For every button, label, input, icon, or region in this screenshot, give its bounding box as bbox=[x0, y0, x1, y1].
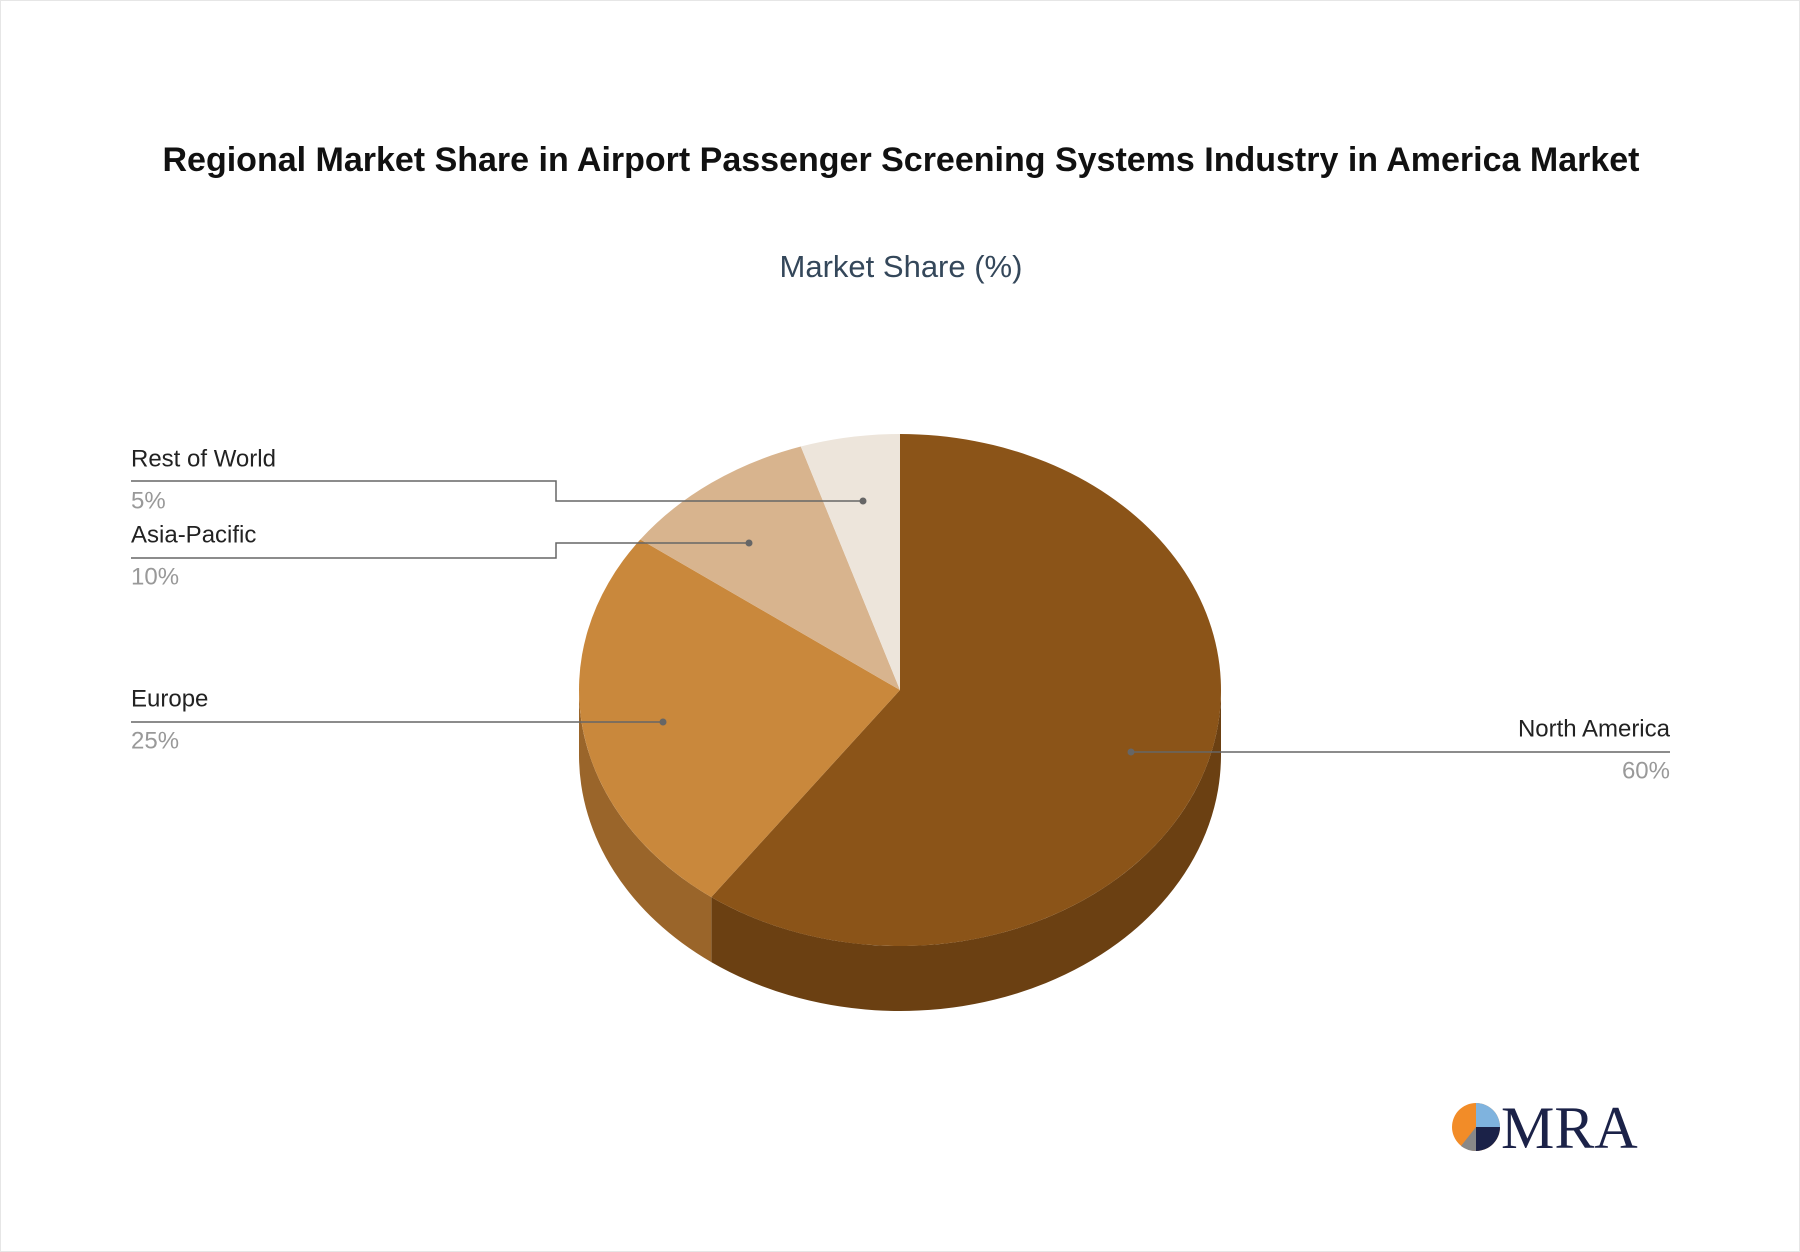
chart-subtitle: Market Share (%) bbox=[779, 249, 1023, 284]
leader-dot bbox=[859, 497, 867, 505]
slice bbox=[711, 434, 1221, 947]
slice-value: 5% bbox=[131, 487, 166, 514]
slice-label: North America bbox=[1518, 715, 1671, 742]
slice bbox=[579, 539, 900, 898]
logo-icon bbox=[1452, 1103, 1500, 1152]
leader-dot bbox=[659, 718, 667, 726]
slice-label: Asia-Pacific bbox=[131, 521, 256, 548]
slice-side bbox=[579, 690, 712, 963]
leader-line bbox=[131, 542, 749, 559]
logo-text: MRA bbox=[1501, 1095, 1638, 1161]
leader-dot bbox=[1127, 748, 1135, 756]
slice bbox=[640, 446, 900, 690]
slice-value: 10% bbox=[131, 563, 179, 590]
leader-dot bbox=[745, 539, 753, 547]
slice-side bbox=[711, 690, 1221, 1011]
slice-label: Rest of World bbox=[131, 445, 276, 472]
slice-value: 25% bbox=[131, 727, 179, 754]
chart-title: Regional Market Share in Airport Passeng… bbox=[162, 141, 1640, 179]
leader-line bbox=[131, 480, 863, 502]
slice-label: Europe bbox=[131, 685, 208, 712]
slice-value: 60% bbox=[1622, 757, 1670, 784]
slice bbox=[800, 434, 900, 690]
